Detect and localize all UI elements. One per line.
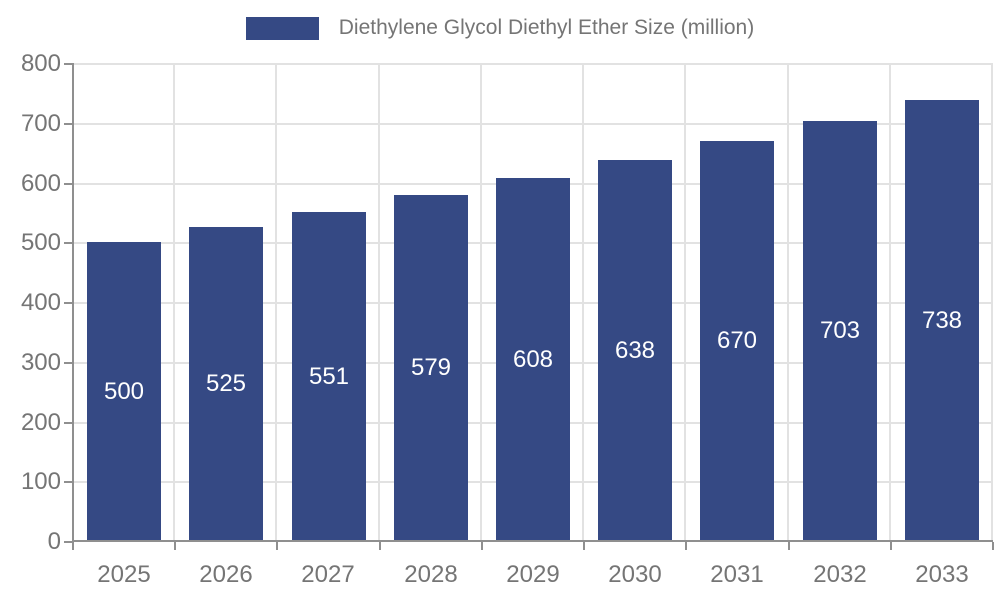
x-axis-tick-label: 2033 (915, 561, 969, 588)
bar-value-label: 525 (205, 370, 247, 397)
x-axis-tick-label: 2030 (608, 561, 662, 588)
x-gridline (275, 63, 277, 541)
bar-2033[interactable]: 738 (905, 100, 979, 541)
x-axis-tick (379, 542, 381, 550)
y-axis-tick (64, 302, 72, 304)
bar-value-label: 703 (819, 317, 861, 344)
bar-2029[interactable]: 608 (496, 178, 570, 541)
y-axis-tick (64, 183, 72, 185)
bar-2030[interactable]: 638 (598, 160, 672, 541)
x-axis-tick (685, 542, 687, 550)
legend-label: Diethylene Glycol Diethyl Ether Size (mi… (338, 16, 755, 39)
x-gridline (787, 63, 789, 541)
y-axis-tick-label: 400 (20, 289, 61, 316)
bar-value-label: 670 (716, 327, 758, 354)
x-axis-tick (992, 542, 994, 550)
y-axis-tick-label: 600 (20, 170, 61, 197)
bar-value-label: 579 (410, 354, 452, 381)
x-axis-tick-label: 2028 (404, 561, 458, 588)
x-axis-tick (788, 542, 790, 550)
y-axis-tick-label: 500 (20, 229, 61, 256)
x-gridline (173, 63, 175, 541)
y-axis-tick-label: 800 (20, 50, 61, 77)
x-axis-tick (72, 542, 74, 550)
bar-value-label: 738 (921, 306, 963, 334)
x-axis-tick (174, 542, 176, 550)
x-axis-line (72, 540, 993, 542)
bar-2028[interactable]: 579 (394, 195, 468, 541)
y-axis-tick-label: 300 (20, 349, 61, 376)
bar-2027[interactable]: 551 (292, 212, 366, 541)
y-gridline (73, 123, 993, 125)
bar-value-label: 500 (103, 377, 145, 405)
x-axis-tick-label: 2026 (199, 561, 253, 588)
bar-2031[interactable]: 670 (700, 141, 774, 541)
y-axis-tick (64, 123, 72, 125)
y-gridline (73, 63, 993, 65)
bar-2032[interactable]: 703 (803, 121, 877, 541)
x-gridline (684, 63, 686, 541)
legend-item[interactable]: Diethylene Glycol Diethyl Ether Size (mi… (0, 10, 1000, 46)
x-axis-tick (890, 542, 892, 550)
y-axis-tick-label: 0 (47, 528, 61, 555)
bar-value-label: 638 (614, 336, 656, 364)
x-axis-tick-label: 2029 (506, 561, 560, 588)
y-axis-tick (64, 362, 72, 364)
y-axis-tick-label: 700 (20, 110, 61, 137)
bar-value-label: 608 (512, 345, 554, 373)
x-axis-tick (481, 542, 483, 550)
x-gridline (991, 63, 993, 541)
legend-swatch (245, 16, 319, 40)
y-axis-tick (64, 422, 72, 424)
bar-2026[interactable]: 525 (189, 227, 263, 541)
x-gridline (378, 63, 380, 541)
bar-value-label: 551 (308, 362, 350, 390)
plot-area: 500 525 551 579 608 638 670 703 738 (73, 63, 993, 541)
x-axis-tick-label: 2025 (97, 561, 151, 588)
y-axis-tick (64, 481, 72, 483)
bar-2025[interactable]: 500 (87, 242, 161, 541)
y-axis-tick (64, 541, 72, 543)
x-gridline (480, 63, 482, 541)
y-axis-tick (64, 242, 72, 244)
x-axis-tick-label: 2032 (813, 561, 867, 588)
x-axis-tick-label: 2027 (301, 561, 355, 588)
y-axis-tick (64, 63, 72, 65)
y-axis-line (72, 63, 74, 543)
x-gridline (889, 63, 891, 541)
x-axis-tick (276, 542, 278, 550)
x-axis-tick-label: 2031 (710, 561, 764, 588)
x-gridline (582, 63, 584, 541)
x-axis-tick (583, 542, 585, 550)
y-axis-tick-label: 200 (20, 409, 61, 436)
y-axis-tick-label: 100 (20, 468, 61, 495)
